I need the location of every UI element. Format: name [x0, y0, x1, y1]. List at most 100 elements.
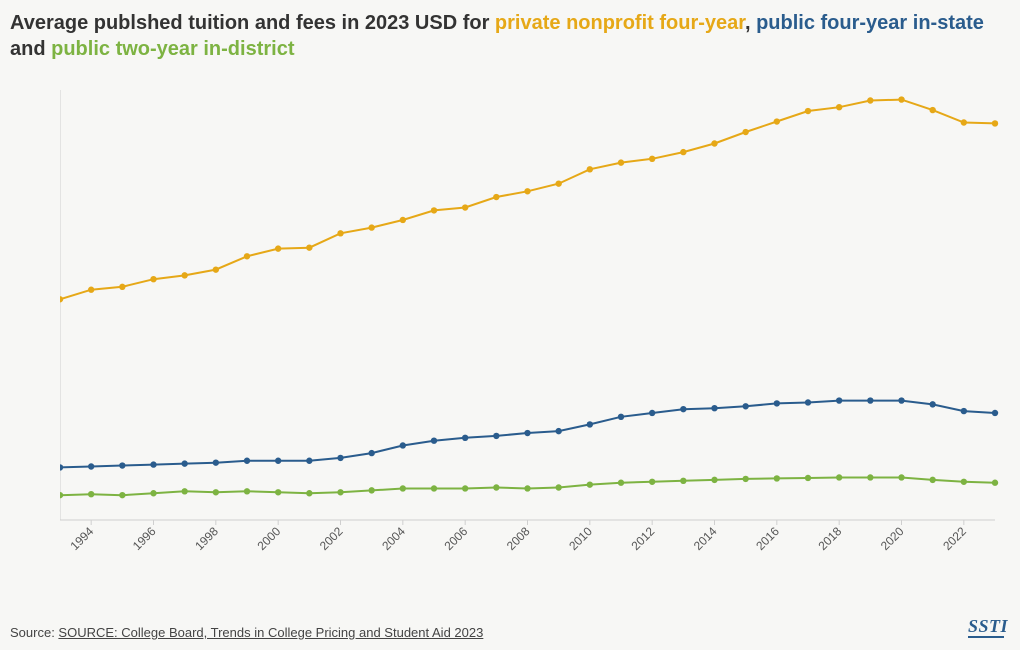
x-tick-label: 1998 [192, 524, 221, 553]
series-marker-private-nonprofit-four-year [805, 108, 811, 114]
title-series-1: private nonprofit four-year [495, 12, 745, 34]
series-marker-public-four-year-in-state [181, 460, 187, 466]
series-marker-public-four-year-in-state [898, 397, 904, 403]
series-marker-public-four-year-in-state [213, 459, 219, 465]
series-marker-private-nonprofit-four-year [368, 224, 374, 230]
logo-text: SSTI [968, 616, 1008, 636]
x-tick-label: 2012 [629, 524, 658, 553]
series-marker-public-four-year-in-state [836, 397, 842, 403]
series-marker-public-two-year-in-district [244, 488, 250, 494]
series-marker-public-two-year-in-district [306, 490, 312, 496]
series-marker-public-four-year-in-state [774, 400, 780, 406]
series-marker-public-four-year-in-state [742, 403, 748, 409]
series-marker-private-nonprofit-four-year [961, 119, 967, 125]
series-marker-private-nonprofit-four-year [867, 97, 873, 103]
series-marker-public-four-year-in-state [60, 464, 63, 470]
title-series-2: public four-year in-state [756, 12, 984, 34]
series-marker-public-four-year-in-state [992, 410, 998, 416]
x-tick-label: 1996 [130, 524, 159, 553]
source-text: SOURCE: College Board, Trends in College… [58, 625, 483, 640]
series-marker-public-two-year-in-district [275, 489, 281, 495]
chart-container: Average publshed tuition and fees in 202… [0, 0, 1020, 650]
series-marker-public-two-year-in-district [368, 487, 374, 493]
series-marker-private-nonprofit-four-year [119, 284, 125, 290]
x-tick-label: 2010 [566, 524, 595, 553]
series-marker-public-two-year-in-district [431, 485, 437, 491]
series-marker-public-four-year-in-state [119, 462, 125, 468]
series-marker-private-nonprofit-four-year [431, 207, 437, 213]
series-marker-private-nonprofit-four-year [836, 104, 842, 110]
series-marker-private-nonprofit-four-year [555, 180, 561, 186]
chart-title: Average publshed tuition and fees in 202… [10, 10, 1010, 62]
series-marker-public-two-year-in-district [898, 474, 904, 480]
x-tick-label: 1994 [68, 524, 97, 553]
series-marker-private-nonprofit-four-year [462, 204, 468, 210]
series-marker-private-nonprofit-four-year [774, 118, 780, 124]
series-marker-private-nonprofit-four-year [213, 266, 219, 272]
series-marker-public-four-year-in-state [400, 442, 406, 448]
ssti-logo: SSTI [968, 616, 1008, 638]
series-marker-public-four-year-in-state [524, 430, 530, 436]
plot-area: 010,00020,00030,00040,000199419961998200… [60, 85, 1000, 560]
series-marker-public-four-year-in-state [431, 437, 437, 443]
series-marker-public-two-year-in-district [711, 477, 717, 483]
series-marker-private-nonprofit-four-year [680, 149, 686, 155]
series-marker-public-two-year-in-district [805, 475, 811, 481]
series-marker-private-nonprofit-four-year [275, 245, 281, 251]
x-tick-label: 2016 [753, 524, 782, 553]
series-marker-public-two-year-in-district [181, 488, 187, 494]
series-marker-public-two-year-in-district [992, 480, 998, 486]
series-marker-public-two-year-in-district [961, 479, 967, 485]
series-marker-public-four-year-in-state [649, 410, 655, 416]
series-marker-public-two-year-in-district [587, 481, 593, 487]
source-footer: Source: SOURCE: College Board, Trends in… [10, 625, 1010, 640]
series-marker-public-two-year-in-district [213, 489, 219, 495]
series-marker-public-two-year-in-district [929, 477, 935, 483]
series-marker-public-two-year-in-district [742, 476, 748, 482]
series-marker-public-four-year-in-state [150, 461, 156, 467]
series-marker-private-nonprofit-four-year [337, 230, 343, 236]
x-tick-label: 2004 [379, 524, 408, 553]
series-marker-private-nonprofit-four-year [587, 166, 593, 172]
series-marker-public-four-year-in-state [275, 458, 281, 464]
series-marker-private-nonprofit-four-year [306, 244, 312, 250]
series-marker-private-nonprofit-four-year [400, 217, 406, 223]
series-marker-public-two-year-in-district [618, 480, 624, 486]
series-marker-public-two-year-in-district [524, 485, 530, 491]
series-marker-public-four-year-in-state [929, 401, 935, 407]
x-tick-label: 2006 [442, 524, 471, 553]
series-marker-private-nonprofit-four-year [929, 107, 935, 113]
series-marker-public-four-year-in-state [462, 435, 468, 441]
series-marker-private-nonprofit-four-year [60, 296, 63, 302]
x-tick-label: 2020 [878, 524, 907, 553]
title-sep-1: , [745, 12, 756, 34]
series-marker-private-nonprofit-four-year [524, 188, 530, 194]
series-marker-public-two-year-in-district [337, 489, 343, 495]
series-marker-public-four-year-in-state [368, 450, 374, 456]
series-marker-public-two-year-in-district [150, 490, 156, 496]
series-marker-public-four-year-in-state [680, 406, 686, 412]
x-tick-label: 2002 [317, 524, 346, 553]
series-line-private-nonprofit-four-year [60, 100, 995, 300]
series-marker-private-nonprofit-four-year [742, 129, 748, 135]
series-marker-private-nonprofit-four-year [244, 253, 250, 259]
series-marker-public-four-year-in-state [88, 463, 94, 469]
x-tick-label: 2008 [504, 524, 533, 553]
series-marker-public-four-year-in-state [805, 399, 811, 405]
series-marker-public-two-year-in-district [867, 474, 873, 480]
series-marker-public-two-year-in-district [462, 485, 468, 491]
title-prefix: Average publshed tuition and fees in 202… [10, 12, 495, 34]
series-marker-public-two-year-in-district [774, 475, 780, 481]
series-marker-private-nonprofit-four-year [150, 276, 156, 282]
series-marker-private-nonprofit-four-year [992, 120, 998, 126]
x-tick-label: 2014 [691, 524, 720, 553]
series-marker-public-two-year-in-district [836, 474, 842, 480]
title-sep-2: and [10, 38, 51, 60]
series-marker-public-four-year-in-state [337, 455, 343, 461]
x-tick-label: 2018 [816, 524, 845, 553]
series-marker-public-two-year-in-district [60, 492, 63, 498]
series-marker-public-four-year-in-state [493, 433, 499, 439]
title-series-3: public two-year in-district [51, 38, 294, 60]
series-marker-public-four-year-in-state [618, 414, 624, 420]
series-marker-public-four-year-in-state [244, 458, 250, 464]
